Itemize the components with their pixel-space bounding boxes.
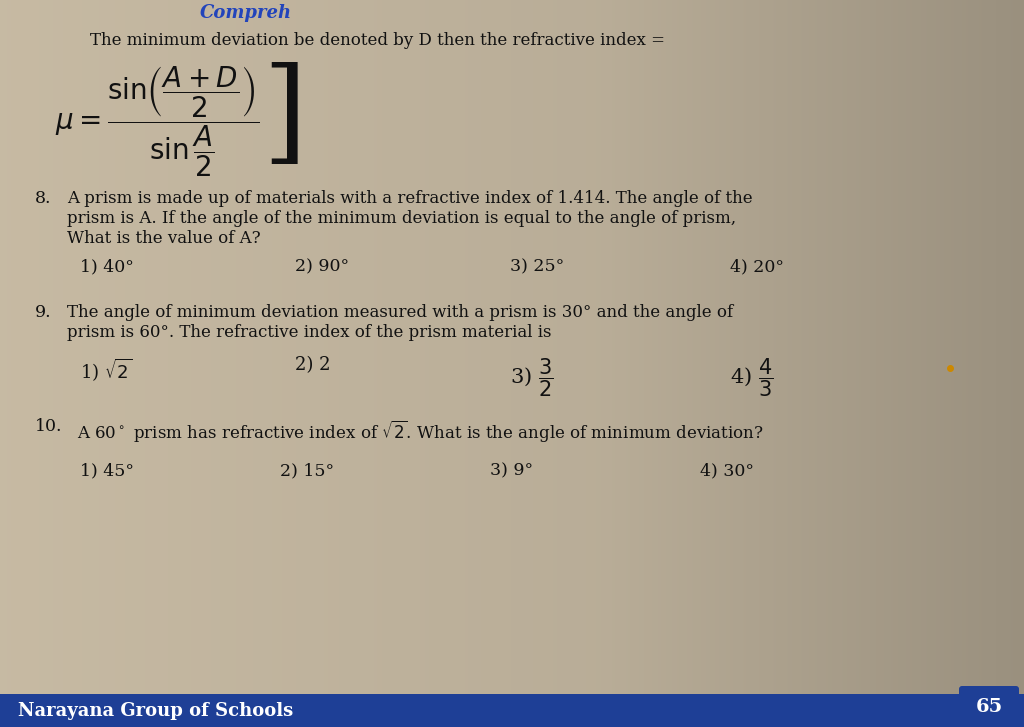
- Text: 2) 2: 2) 2: [295, 356, 331, 374]
- Text: 65: 65: [976, 698, 1002, 716]
- Text: 2) 15°: 2) 15°: [280, 462, 334, 479]
- Text: 1) 45°: 1) 45°: [80, 462, 134, 479]
- Text: 2) 90°: 2) 90°: [295, 258, 349, 275]
- Text: A 60$^\circ$ prism has refractive index of $\sqrt{2}$. What is the angle of mini: A 60$^\circ$ prism has refractive index …: [77, 418, 764, 444]
- Text: 3) 25°: 3) 25°: [510, 258, 564, 275]
- Text: 8.: 8.: [35, 190, 51, 207]
- Text: 1) $\sqrt{2}$: 1) $\sqrt{2}$: [80, 356, 132, 383]
- Text: 4) $\dfrac{4}{3}$: 4) $\dfrac{4}{3}$: [730, 356, 773, 398]
- Text: prism is 60°. The refractive index of the prism material is: prism is 60°. The refractive index of th…: [67, 324, 552, 341]
- Text: 4) 30°: 4) 30°: [700, 462, 754, 479]
- Text: The angle of minimum deviation measured with a prism is 30° and the angle of: The angle of minimum deviation measured …: [67, 304, 733, 321]
- Text: 4) 20°: 4) 20°: [730, 258, 784, 275]
- Text: Compreh: Compreh: [200, 4, 292, 22]
- Text: What is the value of A?: What is the value of A?: [67, 230, 261, 247]
- Text: 10.: 10.: [35, 418, 62, 435]
- Text: 9.: 9.: [35, 304, 51, 321]
- FancyBboxPatch shape: [959, 686, 1019, 727]
- Text: 3) $\dfrac{3}{2}$: 3) $\dfrac{3}{2}$: [510, 356, 553, 398]
- Text: 1) 40°: 1) 40°: [80, 258, 134, 275]
- Text: A prism is made up of materials with a refractive index of 1.414. The angle of t: A prism is made up of materials with a r…: [67, 190, 753, 207]
- Text: Narayana Group of Schools: Narayana Group of Schools: [18, 702, 293, 720]
- FancyBboxPatch shape: [0, 694, 1024, 727]
- Text: ]: ]: [262, 62, 306, 172]
- Text: $\mu = \dfrac{\sin\!\left(\dfrac{A+D}{2}\right)}{\sin\dfrac{A}{2}}$: $\mu = \dfrac{\sin\!\left(\dfrac{A+D}{2}…: [55, 65, 259, 180]
- Text: 3) 9°: 3) 9°: [490, 462, 534, 479]
- Text: prism is A. If the angle of the minimum deviation is equal to the angle of prism: prism is A. If the angle of the minimum …: [67, 210, 736, 227]
- Text: The minimum deviation be denoted by D then the refractive index =: The minimum deviation be denoted by D th…: [90, 32, 665, 49]
